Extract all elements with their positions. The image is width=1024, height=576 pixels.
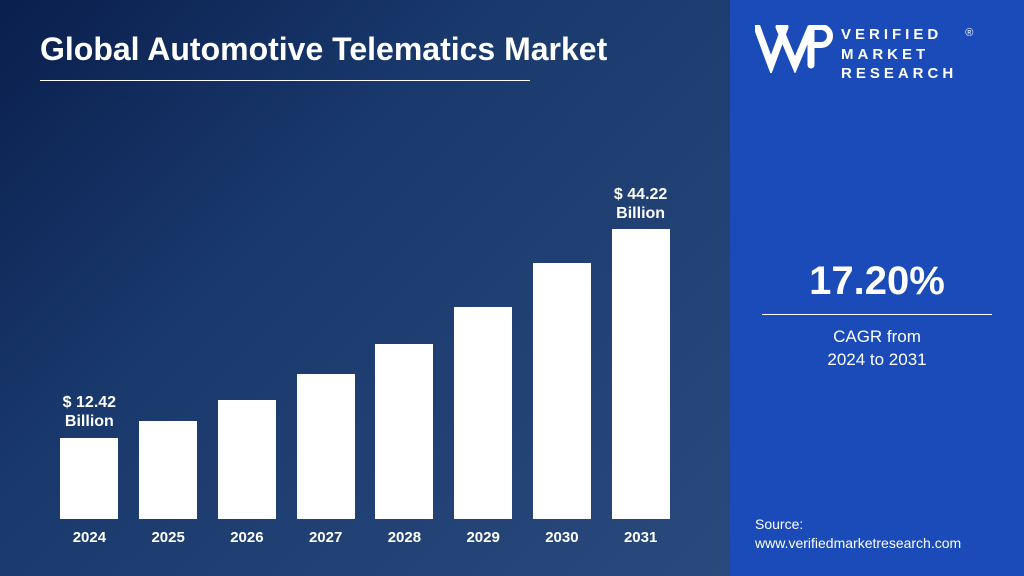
bar-category-label: 2024 — [73, 529, 106, 546]
cagr-block: 17.20% CAGR from 2024 to 2031 — [755, 259, 999, 373]
bar-category-label: 2029 — [466, 529, 499, 546]
logo-line3: RESEARCH — [841, 64, 957, 84]
bar — [375, 344, 433, 519]
logo-line2: MARKET — [841, 45, 957, 65]
bar-group: 2029 — [448, 261, 518, 546]
bar-group: $ 44.22Billion 2031 — [606, 183, 676, 546]
source-label: Source: — [755, 515, 961, 535]
cagr-label: CAGR from 2024 to 2031 — [755, 325, 999, 373]
bar-group: 2028 — [369, 298, 439, 546]
bar-category-label: 2025 — [151, 529, 184, 546]
bar-category-label: 2026 — [230, 529, 263, 546]
bar-group: 2025 — [133, 375, 203, 546]
bar — [60, 438, 118, 519]
bar — [297, 374, 355, 519]
source-url: www.verifiedmarketresearch.com — [755, 534, 961, 554]
bar-category-label: 2027 — [309, 529, 342, 546]
bar-category-label: 2031 — [624, 529, 657, 546]
info-panel: VERIFIED MARKET RESEARCH ® 17.20% CAGR f… — [730, 0, 1024, 576]
bar-category-label: 2028 — [388, 529, 421, 546]
chart-panel: Global Automotive Telematics Market $ 12… — [0, 0, 730, 576]
cagr-underline — [762, 314, 992, 315]
bar — [612, 229, 670, 519]
title-underline — [40, 80, 530, 81]
chart-title: Global Automotive Telematics Market — [40, 30, 690, 68]
bar-chart: $ 12.42Billion 2024 2025 2026 2027 2028 2029 20… — [40, 101, 690, 556]
source-block: Source: www.verifiedmarketresearch.com — [755, 515, 961, 554]
bar — [218, 400, 276, 519]
bar-group: 2026 — [212, 354, 282, 546]
bar-category-label: 2030 — [545, 529, 578, 546]
bar — [454, 307, 512, 519]
bar-value-label: $ 44.22Billion — [614, 183, 667, 223]
registered-mark: ® — [965, 27, 973, 39]
bar-group: $ 12.42Billion 2024 — [54, 392, 124, 546]
bar-value-label: $ 12.42Billion — [63, 392, 116, 432]
bar-group: 2027 — [291, 328, 361, 546]
cagr-value: 17.20% — [755, 259, 999, 304]
bar-group: 2030 — [527, 217, 597, 546]
logo-line1: VERIFIED — [841, 25, 957, 45]
bar — [533, 263, 591, 519]
logo-mark-icon — [755, 25, 833, 73]
bar — [139, 421, 197, 519]
logo: VERIFIED MARKET RESEARCH ® — [755, 25, 999, 84]
logo-text: VERIFIED MARKET RESEARCH — [841, 25, 957, 84]
